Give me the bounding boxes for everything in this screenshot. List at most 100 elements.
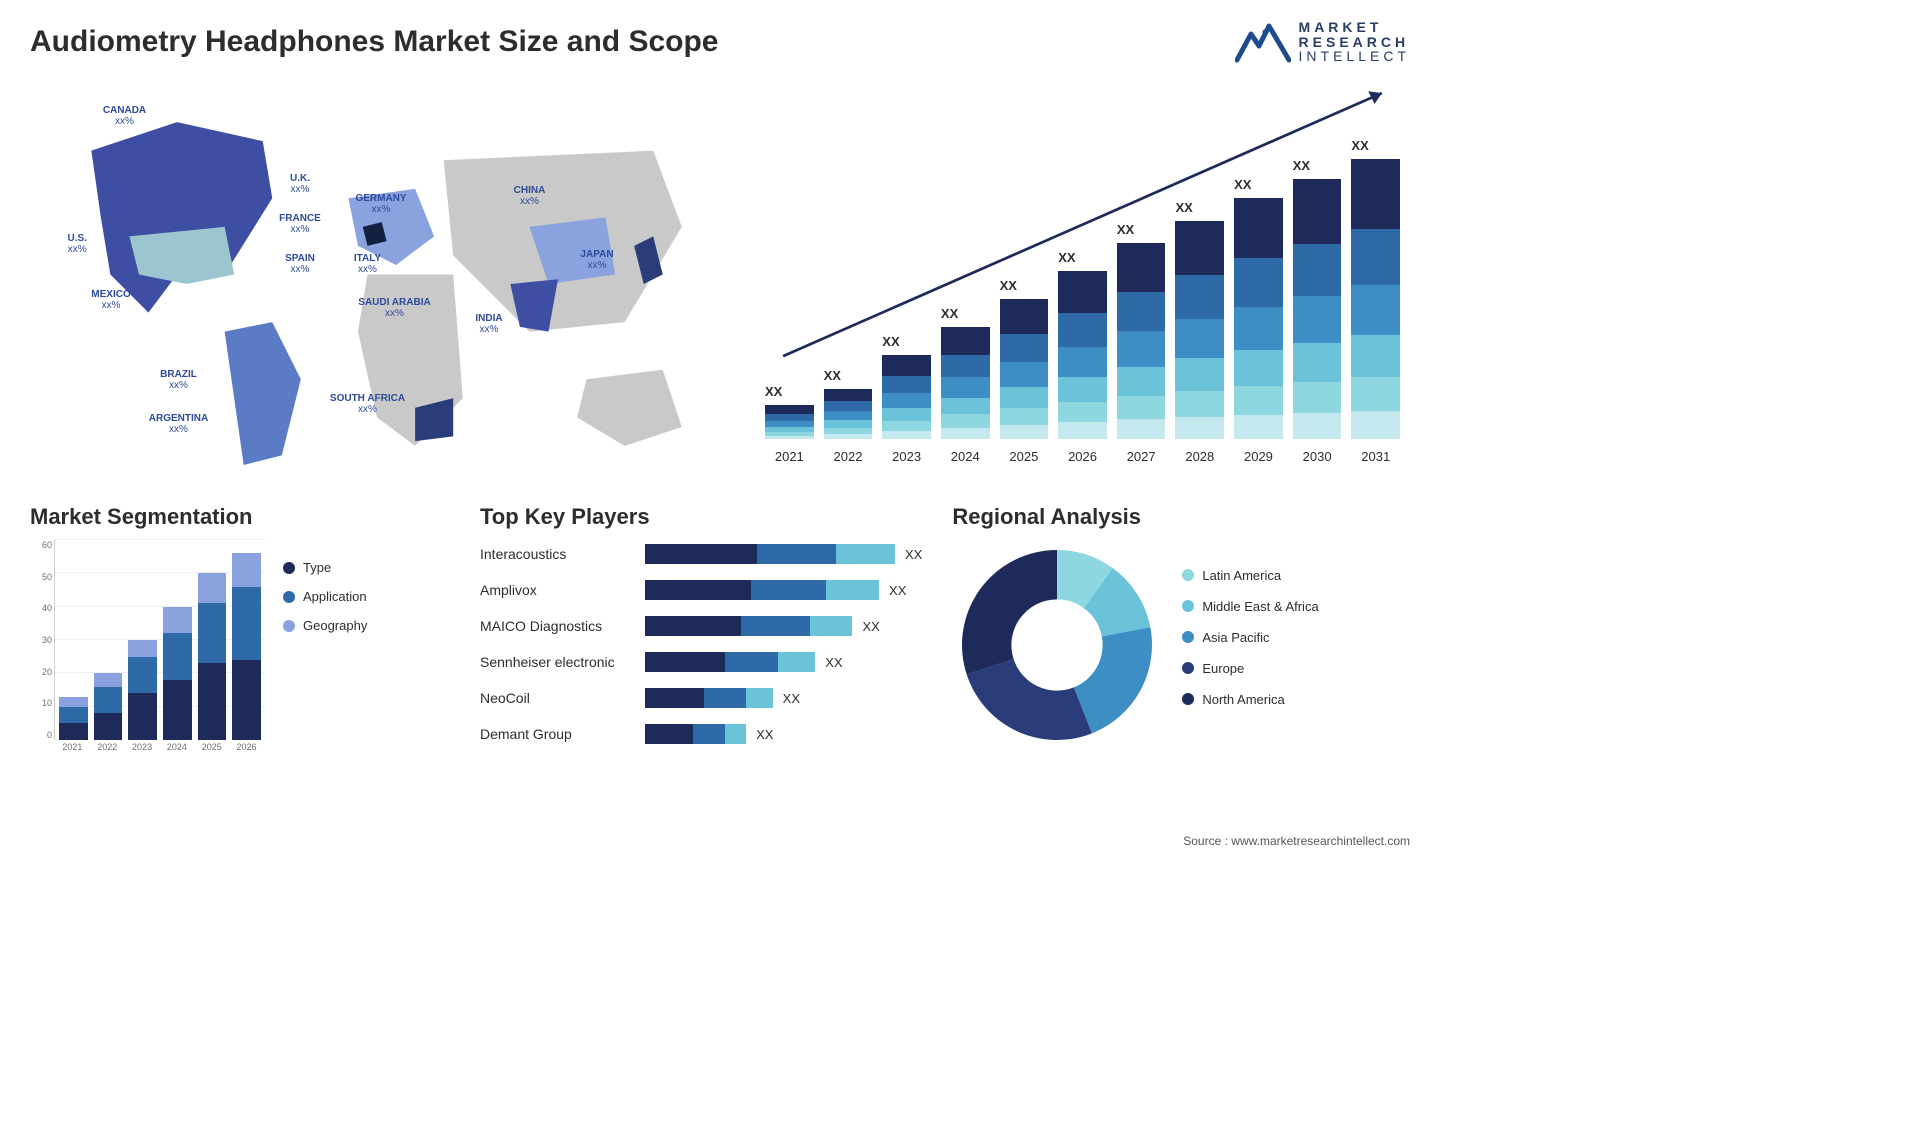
- player-value: XX: [783, 691, 800, 706]
- growth-bar-segment: [1234, 350, 1283, 386]
- regional-legend: Latin AmericaMiddle East & AfricaAsia Pa…: [1182, 568, 1318, 723]
- seg-y-tick: 10: [30, 698, 52, 708]
- seg-bar-2023: [128, 640, 157, 740]
- growth-x-label: 2026: [1058, 449, 1107, 464]
- legend-label: Middle East & Africa: [1202, 599, 1318, 614]
- growth-bar-segment: [1175, 221, 1224, 276]
- growth-bar-segment: [824, 434, 873, 439]
- growth-trend-arrowhead: [1368, 91, 1382, 104]
- seg-y-tick: 20: [30, 667, 52, 677]
- region-legend-item: Latin America: [1182, 568, 1318, 583]
- player-bar-segment: [725, 652, 778, 672]
- player-bar: [645, 616, 852, 636]
- player-bar-segment: [757, 544, 837, 564]
- player-bar-segment: [693, 724, 725, 744]
- legend-label: Latin America: [1202, 568, 1281, 583]
- growth-bar-segment: [1234, 415, 1283, 439]
- player-row: Demant Group XX: [480, 720, 922, 748]
- seg-bar-segment: [232, 553, 261, 586]
- player-value: XX: [905, 547, 922, 562]
- growth-bar-segment: [1175, 417, 1224, 439]
- player-bar: [645, 580, 879, 600]
- growth-bar-segment: [1175, 358, 1224, 391]
- growth-bar-value: XX: [1293, 158, 1342, 173]
- player-bar: [645, 544, 895, 564]
- growth-bar-segment: [1117, 243, 1166, 292]
- segmentation-title: Market Segmentation: [30, 504, 450, 530]
- growth-bar-2026: XX: [1058, 271, 1107, 439]
- growth-bar-segment: [941, 355, 990, 377]
- seg-y-tick: 50: [30, 572, 52, 582]
- seg-bar-2026: [232, 553, 261, 740]
- growth-bar-segment: [1351, 229, 1400, 285]
- growth-bar-value: XX: [765, 384, 814, 399]
- seg-bar-segment: [232, 660, 261, 740]
- seg-bar-segment: [128, 640, 157, 657]
- seg-bar-segment: [232, 587, 261, 660]
- map-region-australia: [577, 370, 682, 446]
- seg-bar-segment: [128, 693, 157, 740]
- seg-bar-segment: [59, 707, 88, 724]
- seg-y-tick: 40: [30, 603, 52, 613]
- seg-bar-segment: [94, 673, 123, 686]
- seg-bar-2025: [198, 573, 227, 740]
- player-bar-segment: [751, 580, 825, 600]
- legend-label: North America: [1202, 692, 1284, 707]
- seg-bar-segment: [198, 573, 227, 603]
- seg-bar-segment: [128, 657, 157, 694]
- map-label-china: CHINAxx%: [514, 185, 546, 207]
- growth-bar-segment: [1000, 425, 1049, 439]
- growth-bar-2030: XX: [1293, 179, 1342, 439]
- segmentation-legend: TypeApplicationGeography: [283, 540, 367, 760]
- seg-x-label: 2026: [232, 742, 261, 760]
- growth-chart: XXXXXXXXXXXXXXXXXXXXXX 20212022202320242…: [735, 84, 1410, 464]
- growth-bar-segment: [1351, 411, 1400, 439]
- seg-bar-segment: [94, 687, 123, 714]
- legend-swatch: [1182, 631, 1194, 643]
- legend-swatch: [1182, 693, 1194, 705]
- growth-bar-segment: [1293, 296, 1342, 343]
- seg-bar-2024: [163, 607, 192, 740]
- map-label-canada: CANADAxx%: [103, 105, 146, 127]
- growth-x-label: 2024: [941, 449, 990, 464]
- growth-bar-segment: [1117, 367, 1166, 396]
- growth-bar-value: XX: [1000, 278, 1049, 293]
- player-row: NeoCoilXX: [480, 684, 922, 712]
- logo-text: MARKET RESEARCH INTELLECT: [1299, 20, 1410, 64]
- map-label-india: INDIAxx%: [475, 313, 502, 335]
- players-panel: Top Key Players InteracousticsXXAmplivox…: [480, 504, 922, 760]
- player-bar-segment: [746, 688, 773, 708]
- growth-bar-2025: XX: [1000, 299, 1049, 439]
- growth-bar-segment: [941, 327, 990, 355]
- map-label-mexico: MEXICOxx%: [91, 289, 130, 311]
- source-attribution: Source : www.marketresearchintellect.com: [1183, 834, 1410, 848]
- growth-bar-segment: [882, 355, 931, 376]
- player-bar-segment: [645, 580, 751, 600]
- player-name: Demant Group: [480, 726, 645, 742]
- growth-bar-segment: [1000, 408, 1049, 425]
- legend-swatch: [1182, 569, 1194, 581]
- player-row: AmplivoxXX: [480, 576, 922, 604]
- map-label-germany: GERMANYxx%: [355, 193, 406, 215]
- growth-x-label: 2029: [1234, 449, 1283, 464]
- player-value: XX: [862, 619, 879, 634]
- growth-bar-value: XX: [1234, 177, 1283, 192]
- growth-x-label: 2031: [1351, 449, 1400, 464]
- player-bar-segment: [645, 724, 693, 744]
- seg-bar-segment: [94, 713, 123, 740]
- growth-bar-2022: XX: [824, 389, 873, 439]
- growth-bar-value: XX: [941, 306, 990, 321]
- growth-bar-2021: XX: [765, 405, 814, 439]
- player-value: XX: [825, 655, 842, 670]
- seg-bar-segment: [198, 603, 227, 663]
- map-label-argentina: ARGENTINAxx%: [149, 413, 208, 435]
- growth-bar-2031: XX: [1351, 159, 1400, 439]
- player-name: MAICO Diagnostics: [480, 618, 645, 634]
- growth-chart-panel: XXXXXXXXXXXXXXXXXXXXXX 20212022202320242…: [735, 84, 1410, 484]
- map-region-north_america: [91, 122, 272, 312]
- legend-swatch: [283, 562, 295, 574]
- player-bar-segment: [645, 652, 725, 672]
- player-value: XX: [756, 727, 773, 742]
- growth-x-label: 2021: [765, 449, 814, 464]
- seg-bar-segment: [163, 633, 192, 680]
